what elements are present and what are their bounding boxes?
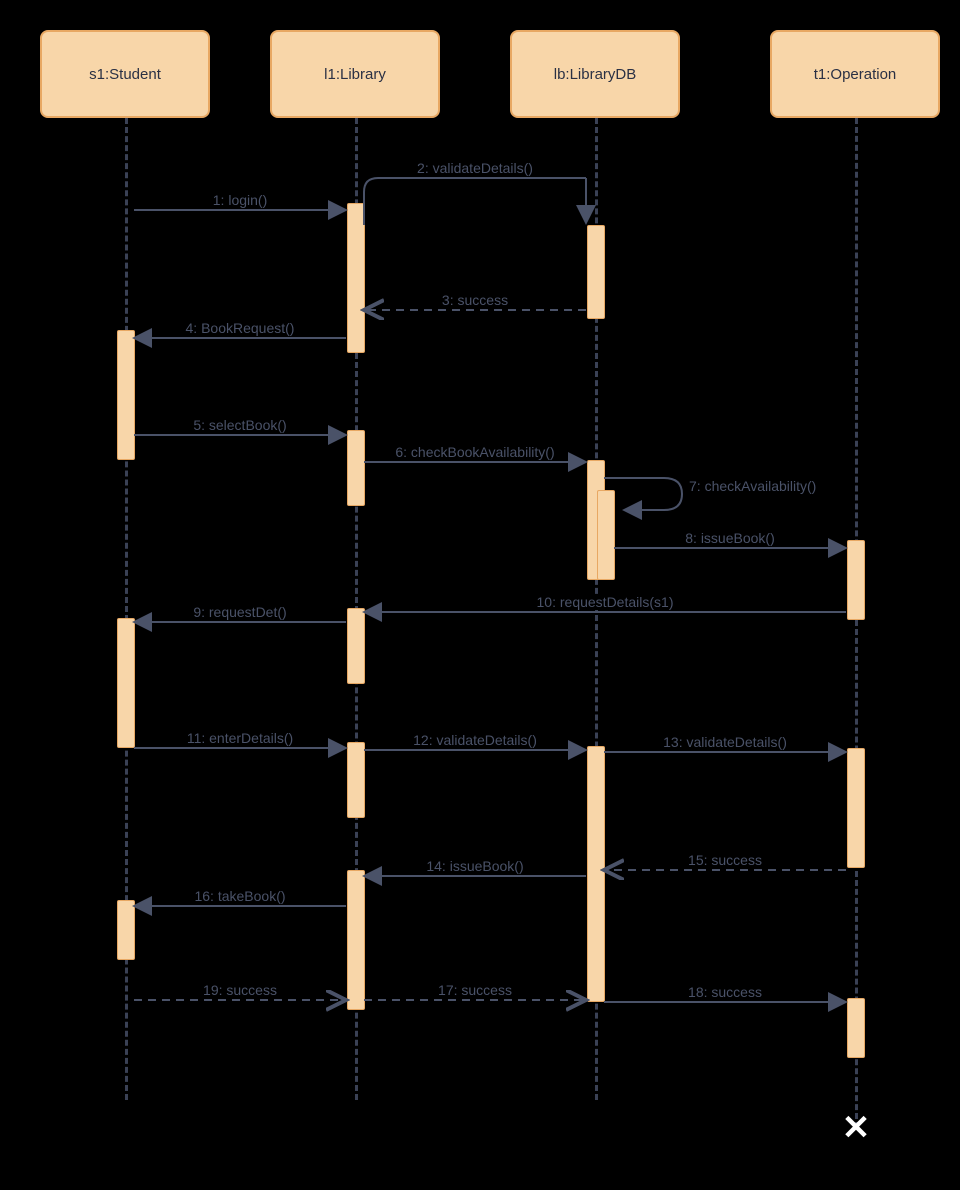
message-label: 9: requestDet() [189, 604, 290, 620]
message-label: 13: validateDetails() [659, 734, 791, 750]
destroy-icon: ✕ [842, 1108, 871, 1148]
message-label: 17: success [434, 982, 516, 998]
participant-librarydb: lb:LibraryDB [510, 30, 680, 118]
participant-label: l1:Library [324, 66, 386, 83]
message-label: 5: selectBook() [189, 417, 290, 433]
message-label: 7: checkAvailability() [685, 478, 820, 494]
message-label: 12: validateDetails() [409, 732, 541, 748]
message-label: 16: takeBook() [190, 888, 289, 904]
participant-label: lb:LibraryDB [554, 66, 637, 83]
activation-bar [847, 540, 865, 620]
message-arrows [0, 0, 960, 1190]
participant-student: s1:Student [40, 30, 210, 118]
sequence-diagram: s1:Student l1:Library lb:LibraryDB t1:Op… [0, 0, 960, 1190]
message-label: 8: issueBook() [681, 530, 778, 546]
participant-library: l1:Library [270, 30, 440, 118]
activation-bar [847, 998, 865, 1058]
participant-label: t1:Operation [814, 66, 897, 83]
message-label: 19: success [199, 982, 281, 998]
message-label: 11: enterDetails() [183, 730, 297, 746]
lifeline-operation [855, 118, 858, 1128]
message-label: 10: requestDetails(s1) [533, 594, 678, 610]
message-label: 6: checkBookAvailability() [391, 444, 558, 460]
message-label: 14: issueBook() [422, 858, 527, 874]
activation-bar [117, 618, 135, 748]
activation-bar [347, 742, 365, 818]
message-label: 18: success [684, 984, 766, 1000]
message-label: 2: validateDetails() [413, 160, 537, 176]
activation-bar [117, 330, 135, 460]
participant-label: s1:Student [89, 66, 161, 83]
activation-bar [847, 748, 865, 868]
message-label: 15: success [684, 852, 766, 868]
activation-bar [347, 203, 365, 353]
message-label: 4: BookRequest() [182, 320, 299, 336]
message-label: 1: login() [209, 192, 271, 208]
activation-bar [587, 225, 605, 319]
activation-bar [597, 490, 615, 580]
activation-bar [347, 608, 365, 684]
activation-bar [117, 900, 135, 960]
activation-bar [347, 430, 365, 506]
message-label: 3: success [438, 292, 512, 308]
participant-operation: t1:Operation [770, 30, 940, 118]
activation-bar [587, 746, 605, 1002]
activation-bar [347, 870, 365, 1010]
